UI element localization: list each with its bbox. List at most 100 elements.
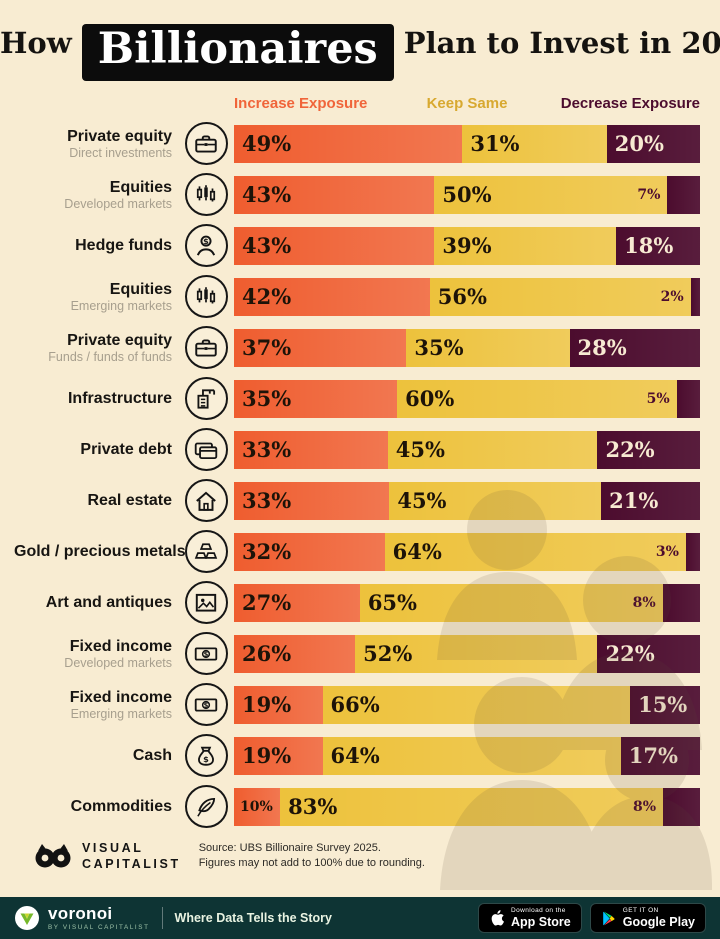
keep-same-segment: 52% [355, 634, 598, 673]
keep-same-value: 31% [470, 131, 520, 157]
keep-same-value: 35% [414, 335, 464, 361]
asset-subtitle: Funds / funds of funds [48, 349, 172, 364]
asset-label: Private equity Direct investments [14, 128, 178, 160]
keep-same-segment: 39% [434, 226, 617, 265]
increase-value: 35% [242, 386, 292, 412]
asset-row: Private debt 33% 45% 22% [14, 424, 700, 475]
asset-name: Hedge funds [75, 236, 172, 254]
asset-row: Equities Developed markets 43% 50% 7% [14, 169, 700, 220]
asset-row: Equities Emerging markets 42% 56% 2% [14, 271, 700, 322]
decrease-value: 22% [605, 641, 655, 667]
stacked-bar: 19% 66% 15% [234, 685, 700, 724]
decrease-segment [685, 532, 700, 571]
increase-segment: 49% [234, 124, 463, 163]
google-play-tagline: GET IT ON [622, 906, 659, 914]
asset-icon [184, 428, 228, 472]
keep-same-value: 56% [437, 284, 487, 310]
asset-icon [184, 275, 228, 319]
stacked-bar: 33% 45% 22% [234, 430, 700, 469]
asset-label: Private equity Funds / funds of funds [14, 332, 178, 364]
increase-segment: 43% [234, 226, 435, 265]
keep-same-segment: 60% 5% [397, 379, 677, 418]
google-play-icon [602, 911, 615, 925]
title-highlight: Billionaires [81, 24, 394, 82]
visual-capitalist-wordmark: VISUAL CAPITALIST [82, 840, 181, 873]
asset-name: Gold / precious metals [14, 542, 186, 560]
asset-row: Private equity Funds / funds of funds 37… [14, 322, 700, 373]
increase-value: 32% [242, 539, 292, 565]
source-line-2: Figures may not add to 100% due to round… [198, 857, 425, 870]
increase-value: 42% [242, 284, 292, 310]
increase-segment: 26% [234, 634, 356, 673]
increase-value: 49% [242, 131, 292, 157]
decrease-segment [663, 787, 700, 826]
decrease-segment: 21% [601, 481, 700, 520]
voronoi-logo-icon [15, 906, 39, 930]
decrease-value-outside: 3% [655, 543, 679, 560]
stacked-bar: 33% 45% 21% [234, 481, 700, 520]
increase-segment: 42% [234, 277, 430, 316]
app-store-label: App Store [511, 914, 571, 929]
asset-name: Art and antiques [45, 593, 172, 611]
brand-line-2: CAPITALIST [82, 857, 181, 872]
keep-same-segment: 56% 2% [429, 277, 691, 316]
google-play-badge[interactable]: GET IT ON Google Play [589, 903, 706, 933]
decrease-segment: 22% [597, 634, 700, 673]
increase-segment: 33% [234, 430, 388, 469]
increase-segment: 10% [234, 787, 281, 826]
asset-label: Gold / precious metals [14, 542, 186, 561]
asset-label: Fixed income Emerging markets [14, 689, 178, 721]
decrease-value-outside: 5% [646, 390, 670, 407]
keep-same-segment: 50% 7% [434, 175, 668, 214]
asset-label: Infrastructure [14, 390, 178, 408]
decrease-value: 22% [605, 437, 655, 463]
asset-subtitle: Developed markets [64, 196, 172, 211]
asset-icon [184, 581, 228, 625]
app-store-badge[interactable]: Download on the App Store [478, 903, 582, 933]
decrease-value: 21% [609, 488, 659, 514]
increase-value: 27% [242, 590, 292, 616]
asset-name: Infrastructure [67, 389, 172, 407]
tagline: Where Data Tells the Story [174, 911, 332, 925]
asset-label: Hedge funds [14, 237, 178, 255]
asset-label: Cash [14, 747, 178, 765]
stacked-bar: 42% 56% 2% [234, 277, 700, 316]
voronoi-name: voronoi [48, 904, 113, 923]
keep-same-segment: 31% [462, 124, 607, 163]
keep-same-segment: 83% 8% [280, 787, 664, 826]
keep-same-value: 83% [288, 794, 338, 820]
asset-name: Fixed income [69, 637, 172, 655]
increase-segment: 19% [234, 736, 323, 775]
asset-label: Fixed income Developed markets [14, 638, 178, 670]
decrease-value: 20% [614, 131, 664, 157]
keep-same-value: 64% [392, 539, 442, 565]
stacked-bar: 19% 64% 17% [234, 736, 700, 775]
asset-icon [184, 377, 228, 421]
asset-row: Fixed income Emerging markets 19% 66% 15… [14, 679, 700, 730]
asset-name: Private equity [67, 331, 172, 349]
asset-row: Art and antiques 27% 65% 8% [14, 577, 700, 628]
increase-segment: 43% [234, 175, 435, 214]
keep-same-segment: 65% 8% [359, 583, 663, 622]
app-store-tagline: Download on the [511, 906, 566, 914]
asset-name: Real estate [87, 491, 173, 509]
asset-row: Real estate 33% 45% 21% [14, 475, 700, 526]
asset-icon [184, 785, 228, 829]
legend: Increase Exposure Keep Same Decrease Exp… [234, 95, 700, 112]
increase-value: 19% [242, 743, 292, 769]
apple-icon [491, 910, 504, 926]
asset-subtitle: Developed markets [64, 655, 172, 670]
keep-same-value: 39% [442, 233, 492, 259]
keep-same-value: 45% [395, 437, 445, 463]
increase-value: 19% [242, 692, 292, 718]
keep-same-segment: 66% [322, 685, 631, 724]
keep-same-value: 45% [397, 488, 447, 514]
visual-capitalist-brand: VISUAL CAPITALIST [32, 840, 181, 873]
keep-same-segment: 64% 3% [384, 532, 686, 571]
increase-value: 37% [242, 335, 292, 361]
asset-label: Private debt [14, 441, 178, 459]
stacked-bar: 49% 31% 20% [234, 124, 700, 163]
asset-label: Real estate [14, 492, 178, 510]
increase-segment: 27% [234, 583, 360, 622]
